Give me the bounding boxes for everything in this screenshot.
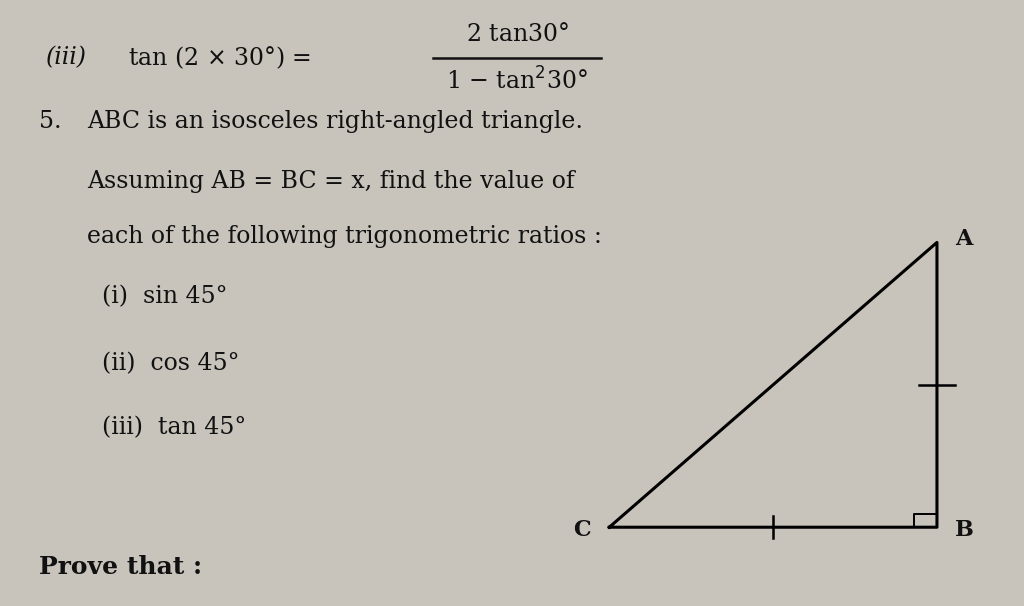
Text: each of the following trigonometric ratios :: each of the following trigonometric rati…	[87, 225, 602, 248]
Text: tan (2 $\times$ 30$°$) =: tan (2 $\times$ 30$°$) =	[128, 44, 311, 71]
Text: 2 tan30$°$: 2 tan30$°$	[466, 23, 568, 46]
Text: ABC is an isosceles right-angled triangle.: ABC is an isosceles right-angled triangl…	[87, 110, 583, 133]
Text: (ii)  cos 45°: (ii) cos 45°	[102, 352, 240, 375]
Text: (i)  sin 45°: (i) sin 45°	[102, 285, 228, 308]
Text: B: B	[955, 519, 974, 541]
Text: Prove that :: Prove that :	[39, 554, 202, 579]
Text: 5.: 5.	[39, 110, 61, 133]
Text: A: A	[955, 228, 973, 250]
Text: 1 $-$ tan$^2$30$°$: 1 $-$ tan$^2$30$°$	[446, 67, 588, 94]
Text: (iii): (iii)	[46, 46, 87, 69]
Text: C: C	[573, 519, 591, 541]
Text: (iii)  tan 45°: (iii) tan 45°	[102, 416, 247, 439]
Text: Assuming AB = BC = x, find the value of: Assuming AB = BC = x, find the value of	[87, 170, 574, 193]
